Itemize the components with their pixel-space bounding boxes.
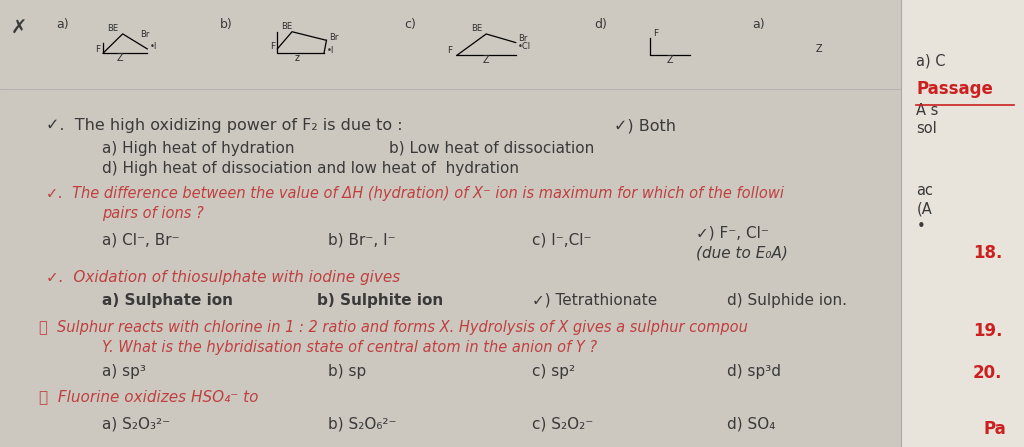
Text: a): a) (56, 18, 69, 31)
Text: d): d) (594, 18, 607, 31)
Text: Pa: Pa (983, 420, 1006, 438)
Text: Br: Br (140, 30, 150, 39)
Text: b) Sulphite ion: b) Sulphite ion (317, 293, 443, 308)
Text: 18.: 18. (973, 244, 1002, 261)
Text: 20.: 20. (973, 364, 1002, 382)
Text: Z: Z (483, 55, 489, 65)
Text: BE: BE (471, 24, 482, 33)
Text: c) I⁻,Cl⁻: c) I⁻,Cl⁻ (532, 232, 592, 248)
Text: c) S₂O₂⁻: c) S₂O₂⁻ (532, 417, 594, 432)
Text: ✓) F⁻, Cl⁻: ✓) F⁻, Cl⁻ (696, 226, 769, 241)
Text: Br: Br (518, 34, 527, 43)
Bar (0, 0, 901, 89)
Text: ✗: ✗ (10, 19, 27, 38)
Text: ✓.  Oxidation of thiosulphate with iodine gives: ✓. Oxidation of thiosulphate with iodine… (46, 270, 400, 286)
Text: d) Sulphide ion.: d) Sulphide ion. (727, 293, 847, 308)
Text: b) S₂O₆²⁻: b) S₂O₆²⁻ (328, 417, 396, 432)
Text: d) SO₄: d) SO₄ (727, 417, 775, 432)
Text: d) sp³d: d) sp³d (727, 364, 781, 380)
Text: ac: ac (916, 183, 934, 198)
Text: •Cl: •Cl (518, 42, 531, 51)
Text: pairs of ions ?: pairs of ions ? (102, 206, 204, 221)
Text: b): b) (220, 18, 232, 31)
Text: Passage: Passage (916, 80, 993, 98)
Text: A s: A s (916, 103, 939, 118)
Text: F: F (653, 29, 658, 38)
Text: ✓) Both: ✓) Both (614, 118, 677, 134)
Text: sol: sol (916, 121, 937, 136)
Text: a): a) (753, 18, 765, 31)
Text: a) Sulphate ion: a) Sulphate ion (102, 293, 233, 308)
Text: BE: BE (108, 24, 119, 33)
Text: ✓) Tetrathionate: ✓) Tetrathionate (532, 293, 657, 308)
Text: F: F (446, 46, 452, 55)
Text: a) High heat of hydration: a) High heat of hydration (102, 141, 295, 156)
Text: Z: Z (117, 53, 124, 63)
Bar (901, 0, 1024, 447)
Text: a) Cl⁻, Br⁻: a) Cl⁻, Br⁻ (102, 232, 180, 248)
Text: •: • (916, 219, 926, 234)
Text: Y. What is the hybridisation state of central atom in the anion of Y ?: Y. What is the hybridisation state of ce… (102, 340, 598, 355)
Text: d) High heat of dissociation and low heat of  hydration: d) High heat of dissociation and low hea… (102, 161, 519, 176)
Text: b) Br⁻, I⁻: b) Br⁻, I⁻ (328, 232, 395, 248)
Text: F: F (95, 45, 100, 54)
Text: a) C: a) C (916, 54, 946, 69)
Text: c): c) (404, 18, 417, 31)
Text: z: z (295, 53, 299, 63)
Text: b) sp: b) sp (328, 364, 366, 380)
Text: a) sp³: a) sp³ (102, 364, 146, 380)
Text: Z: Z (816, 44, 822, 54)
Text: F: F (269, 42, 274, 51)
Text: ✓.  The high oxidizing power of F₂ is due to :: ✓. The high oxidizing power of F₂ is due… (46, 118, 402, 134)
Text: 19.: 19. (973, 322, 1002, 340)
Text: (due to E₀A): (due to E₀A) (696, 246, 788, 261)
Text: b) Low heat of dissociation: b) Low heat of dissociation (389, 141, 594, 156)
Text: •I: •I (327, 46, 334, 55)
Text: •I: •I (150, 42, 157, 51)
Text: c) sp²: c) sp² (532, 364, 575, 380)
Text: a) S₂O₃²⁻: a) S₂O₃²⁻ (102, 417, 171, 432)
Text: Ⓢ  Sulphur reacts with chlorine in 1 : 2 ratio and forms X. Hydrolysis of X give: Ⓢ Sulphur reacts with chlorine in 1 : 2 … (39, 320, 748, 335)
Text: Br: Br (329, 34, 338, 42)
Text: ✓.  The difference between the value of ΔH (hydration) of X⁻ ion is maximum for : ✓. The difference between the value of Δ… (46, 186, 784, 201)
Text: (A: (A (916, 201, 932, 216)
Text: Ⓛ  Fluorine oxidizes HSO₄⁻ to: Ⓛ Fluorine oxidizes HSO₄⁻ to (39, 389, 258, 404)
Text: BE: BE (282, 22, 293, 31)
Text: Z: Z (667, 55, 674, 65)
